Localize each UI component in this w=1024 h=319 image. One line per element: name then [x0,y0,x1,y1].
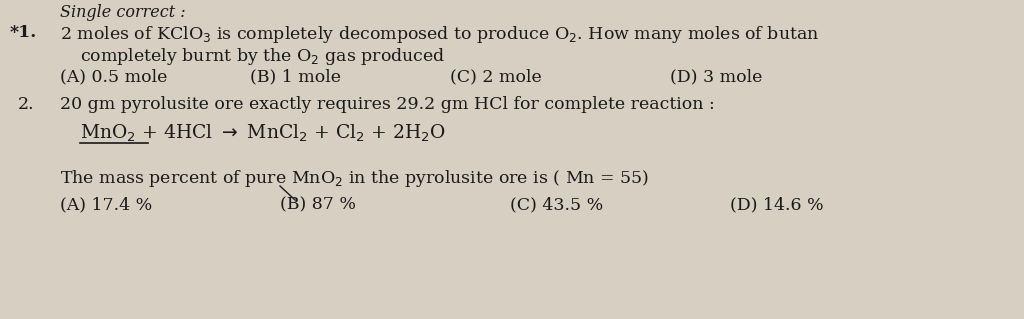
Text: (D) 3 mole: (D) 3 mole [670,68,763,85]
Text: 20 gm pyrolusite ore exactly requires 29.2 gm HCl for complete reaction :: 20 gm pyrolusite ore exactly requires 29… [60,96,715,113]
Text: (A) 0.5 mole: (A) 0.5 mole [60,68,167,85]
Text: (C) 2 mole: (C) 2 mole [450,68,542,85]
Text: (B) 1 mole: (B) 1 mole [250,68,341,85]
Text: completely burnt by the O$_2$ gas produced: completely burnt by the O$_2$ gas produc… [80,46,445,67]
Text: *1.: *1. [10,24,37,41]
Text: MnO$_2$ + 4HCl $\rightarrow$ MnCl$_2$ + Cl$_2$ + 2H$_2$O: MnO$_2$ + 4HCl $\rightarrow$ MnCl$_2$ + … [80,123,446,144]
Text: 2 moles of KClO$_3$ is completely decomposed to produce O$_2$. How many moles of: 2 moles of KClO$_3$ is completely decomp… [60,24,819,45]
Text: Single correct :: Single correct : [60,4,185,21]
Text: (B) 87 %: (B) 87 % [280,196,356,213]
Text: 2.: 2. [18,96,35,113]
Text: (C) 43.5 %: (C) 43.5 % [510,196,603,213]
Text: The mass percent of pure MnO$_2$ in the pyrolusite ore is ( Mn = 55): The mass percent of pure MnO$_2$ in the … [60,168,649,189]
Text: (A) 17.4 %: (A) 17.4 % [60,196,153,213]
Text: (D) 14.6 %: (D) 14.6 % [730,196,823,213]
